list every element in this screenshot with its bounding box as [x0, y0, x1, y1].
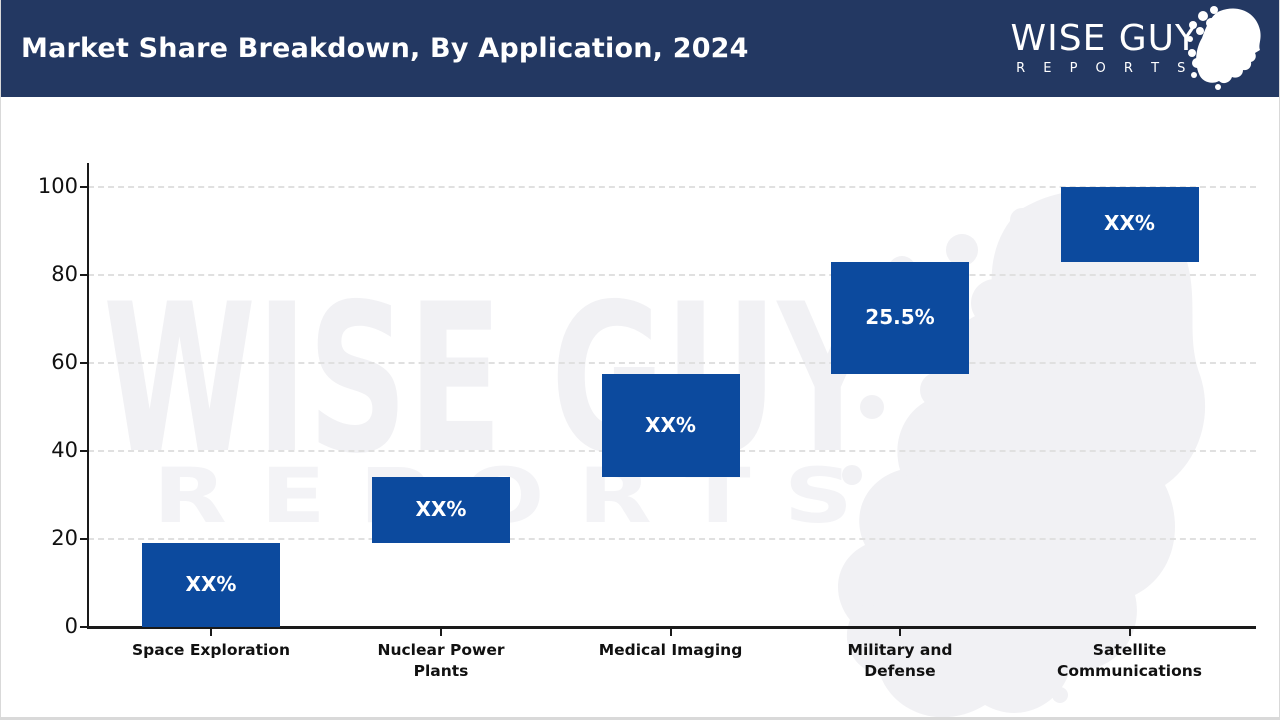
- bar-value-label-military-and-defense: 25.5%: [865, 304, 935, 329]
- y-axis-tick-label: 80: [51, 262, 78, 286]
- y-axis-tick-label: 20: [51, 526, 78, 550]
- header-bar: Market Share Breakdown, By Application, …: [0, 0, 1280, 97]
- bar-military-and-defense: [831, 261, 969, 374]
- y-axis-tick-label: 40: [51, 438, 78, 462]
- bar-satellite-communications: [1060, 187, 1199, 262]
- x-axis-tick: [1128, 628, 1131, 636]
- bar-medical-imaging: [601, 374, 740, 478]
- brand-logo: WISE GUY R E P O R T S: [1011, 3, 1271, 95]
- watermark-line1: WISE GUY: [103, 280, 880, 499]
- x-axis-tick: [440, 628, 442, 636]
- x-axis-tick: [210, 628, 212, 636]
- logo-face-icon: [1187, 5, 1261, 90]
- logo-subtext: R E P O R T S: [1016, 61, 1193, 76]
- x-axis-tick: [669, 628, 672, 636]
- x-axis-tick: [899, 628, 901, 636]
- bar-value-label-space-exploration: XX%: [185, 572, 237, 597]
- gridline: [88, 274, 1256, 276]
- y-axis-tick: [80, 362, 88, 364]
- category-label-nuclear-power-plants: Nuclear Power Plants: [377, 641, 505, 680]
- y-axis-tick: [80, 538, 88, 540]
- y-axis-tick-label: 100: [37, 174, 78, 198]
- bar-nuclear-power-plants: [372, 477, 510, 544]
- bar-value-label-satellite-communications: XX%: [1104, 211, 1155, 236]
- y-axis-tick-label: 60: [51, 350, 78, 374]
- gridline: [88, 538, 1256, 540]
- gridline: [88, 362, 1256, 364]
- category-label-medical-imaging: Medical Imaging: [598, 641, 743, 659]
- category-label-space-exploration: Space Exploration: [132, 641, 290, 659]
- category-label-military-and-defense: Military and Defense: [847, 641, 953, 680]
- y-axis-tick: [80, 186, 88, 188]
- y-axis-tick: [80, 274, 88, 276]
- bar-space-exploration: [142, 543, 280, 627]
- x-axis: [87, 626, 1256, 629]
- logo-wordmark-block: WISE GUY R E P O R T S: [1010, 18, 1199, 77]
- y-axis-tick: [80, 450, 88, 452]
- y-axis: [87, 163, 89, 629]
- bar-value-label-nuclear-power-plants: XX%: [415, 497, 467, 522]
- y-axis-tick: [80, 626, 88, 628]
- bar-value-label-medical-imaging: XX%: [645, 412, 696, 437]
- gridline: [88, 186, 1256, 188]
- category-label-satellite-communications: Satellite Communications: [1057, 641, 1202, 680]
- page-title: Market Share Breakdown, By Application, …: [21, 33, 749, 64]
- logo-wordmark: WISE GUY: [1010, 18, 1198, 59]
- y-axis-tick-label: 0: [64, 614, 78, 638]
